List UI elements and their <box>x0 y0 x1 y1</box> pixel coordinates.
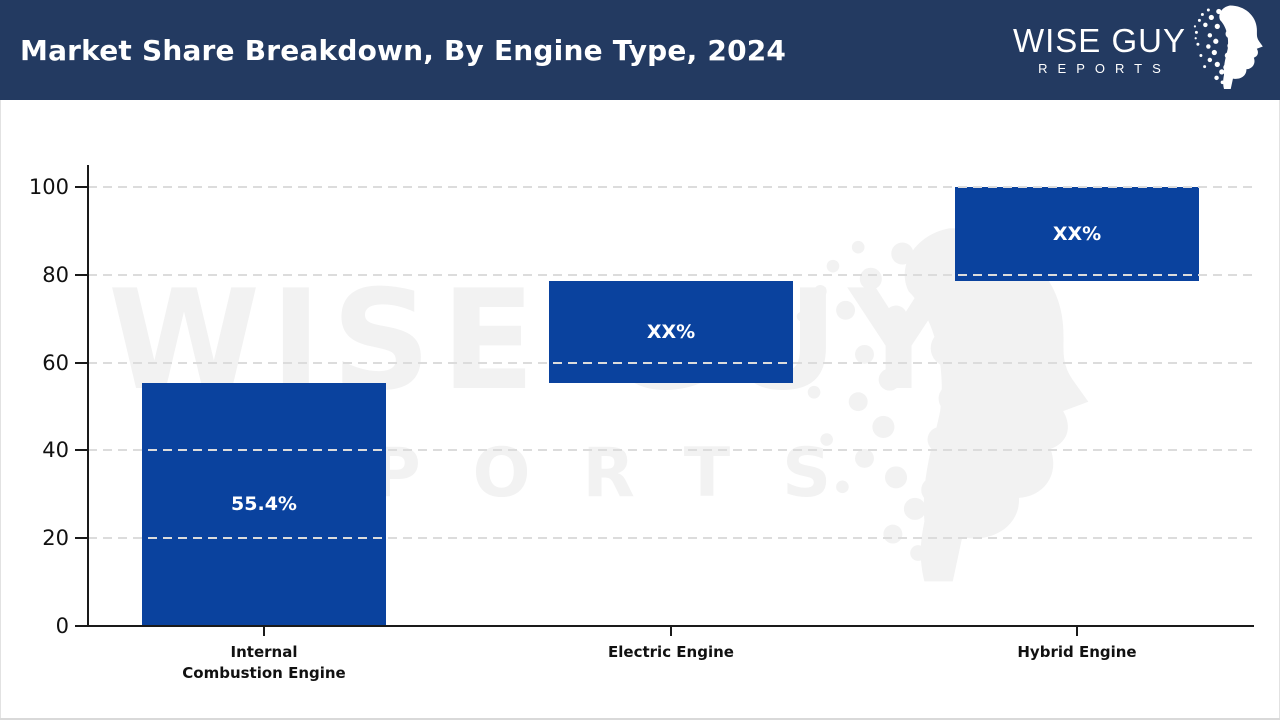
x-tick-label-line: Internal <box>230 643 298 661</box>
y-tick-label-0: 0 <box>55 614 69 638</box>
x-tick-label-line: Electric Engine <box>608 643 734 661</box>
y-tick-label-40: 40 <box>42 438 69 463</box>
y-axis-spine <box>87 165 89 627</box>
bar-value-label: 55.4% <box>231 493 297 516</box>
bar-electric-engine: XX% <box>549 280 793 383</box>
bar-internal-combustion-engine: 55.4% <box>142 382 386 626</box>
gridline-20 <box>88 537 1254 540</box>
gridline-40 <box>88 449 1254 452</box>
logo-wordmark-block: WISE GUY REPORTS <box>1013 24 1186 76</box>
y-tick-label-20: 20 <box>42 526 69 551</box>
x-axis-spine <box>87 625 1254 627</box>
logo-subtitle: REPORTS <box>1038 60 1171 76</box>
x-tick-label-0: Internal Combustion Engine <box>104 642 424 684</box>
x-tick-0 <box>263 627 265 636</box>
x-tick-2 <box>1076 627 1078 636</box>
gridline-60 <box>88 361 1254 364</box>
head-profile-dots-icon <box>796 228 1089 582</box>
y-tick-label-100: 100 <box>28 175 69 199</box>
y-tick-60 <box>75 361 88 364</box>
head-profile-dots-icon <box>1193 5 1263 90</box>
x-tick-label-1: Electric Engine <box>511 642 831 663</box>
x-tick-label-line: Combustion Engine <box>182 664 346 682</box>
y-tick-40 <box>75 449 88 452</box>
wiseguy-logo: WISE GUY REPORTS <box>1013 4 1266 96</box>
bar-value-label: XX% <box>646 320 696 343</box>
bar-hybrid-engine: XX% <box>955 187 1199 281</box>
page-title: Market Share Breakdown, By Engine Type, … <box>20 33 787 67</box>
y-tick-80 <box>75 273 88 276</box>
y-tick-100 <box>75 186 88 188</box>
x-tick-label-line: Hybrid Engine <box>1017 643 1137 661</box>
y-tick-20 <box>75 537 88 540</box>
y-tick-0 <box>75 625 88 627</box>
header-bar: Market Share Breakdown, By Engine Type, … <box>0 0 1280 100</box>
logo-wordmark: WISE GUY <box>1012 22 1186 60</box>
y-tick-label-80: 80 <box>42 262 69 287</box>
gridline-100 <box>88 186 1254 188</box>
gridline-80 <box>88 273 1254 276</box>
bar-value-label: XX% <box>1052 222 1102 245</box>
x-tick-1 <box>670 627 672 636</box>
x-tick-label-2: Hybrid Engine <box>917 642 1237 663</box>
y-tick-label-60: 60 <box>42 350 69 375</box>
wiseguy-head-icon <box>1188 4 1266 96</box>
